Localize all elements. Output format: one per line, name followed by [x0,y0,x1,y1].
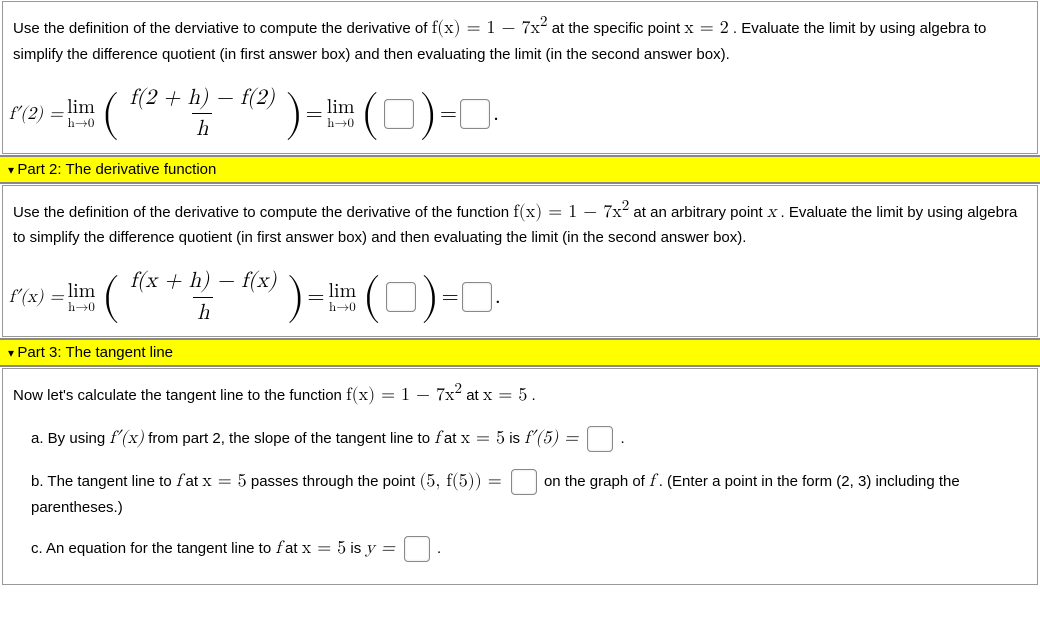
part2-point: x [767,203,777,221]
part1-point: x = 2 [684,19,728,37]
lparen-icon: ( [359,90,382,138]
part3-header[interactable]: Part 3: The tangent line [0,338,1040,367]
part3-intro: Now let's calculate the tangent line to … [13,377,1027,410]
part2-panel: Use the definition of the derivative to … [2,185,1038,338]
part3b: b. The tangent line to f at x = 5 passes… [31,467,1027,520]
part2-answer1-input[interactable] [386,282,416,312]
part1-answer1-input[interactable] [384,99,414,129]
part2-equation: f′(x) = lim h→0 ( f(x + h) − f(x) h ) = … [3,258,1037,336]
part2-fcn: f(x) = 1 − 7x2 [513,203,629,221]
part2-instructions: Use the definition of the derivative to … [3,186,1037,259]
eq2: = [440,101,457,127]
part1-text-b: at the specific point [552,20,685,37]
lparen-icon: ( [99,273,122,321]
part3a: a. By using f′(x) from part 2, the slope… [31,424,1027,453]
part3-point: x = 5 [483,386,527,404]
part1-fcn: f(x) = 1 − 7x2 [432,19,548,37]
rparen-icon: ) [283,90,306,138]
part2-header[interactable]: Part 2: The derivative function [0,155,1040,184]
part1-equation: f′(2) = lim h→0 ( f(2 + h) − f(2) h ) = … [3,75,1037,153]
part1-frac: f(2 + h) − f(2) h [126,85,279,143]
lparen-icon: ( [99,90,122,138]
part2-answer2-input[interactable] [462,282,492,312]
part3-panel: Now let's calculate the tangent line to … [2,368,1038,585]
eq1: = [306,101,323,127]
part3-fcn: f(x) = 1 − 7x2 [346,386,462,404]
part3c-answer-input[interactable] [404,536,430,562]
part1-lim1: lim h→0 [67,97,95,130]
part1-lhs: f′(2) = [9,103,63,125]
part1-answer2-input[interactable] [460,99,490,129]
part3-content: Now let's calculate the tangent line to … [3,369,1037,584]
rparen-icon: ) [419,273,442,321]
part2-lim2: lim h→0 [328,281,356,314]
part1-lim2: lim h→0 [327,97,355,130]
part1-panel: Use the definition of the derviative to … [2,1,1038,154]
rparen-icon: ) [417,90,440,138]
part3b-answer-input[interactable] [511,469,537,495]
eq1: = [307,284,324,310]
period: . [495,284,501,310]
part2-lhs: f′(x) = [9,286,64,308]
part2-lim1: lim h→0 [68,281,96,314]
part1-text-a: Use the definition of the derviative to … [13,20,432,37]
part2-text-a: Use the definition of the derivative to … [13,204,513,221]
part2-text-b: at an arbitrary point [633,204,766,221]
rparen-icon: ) [285,273,308,321]
part3c: c. An equation for the tangent line to f… [31,534,1027,563]
part3a-answer-input[interactable] [587,426,613,452]
period: . [493,101,499,127]
eq2: = [442,284,459,310]
part2-frac: f(x + h) − f(x) h [126,268,281,326]
part1-instructions: Use the definition of the derviative to … [3,2,1037,75]
lparen-icon: ( [360,273,383,321]
